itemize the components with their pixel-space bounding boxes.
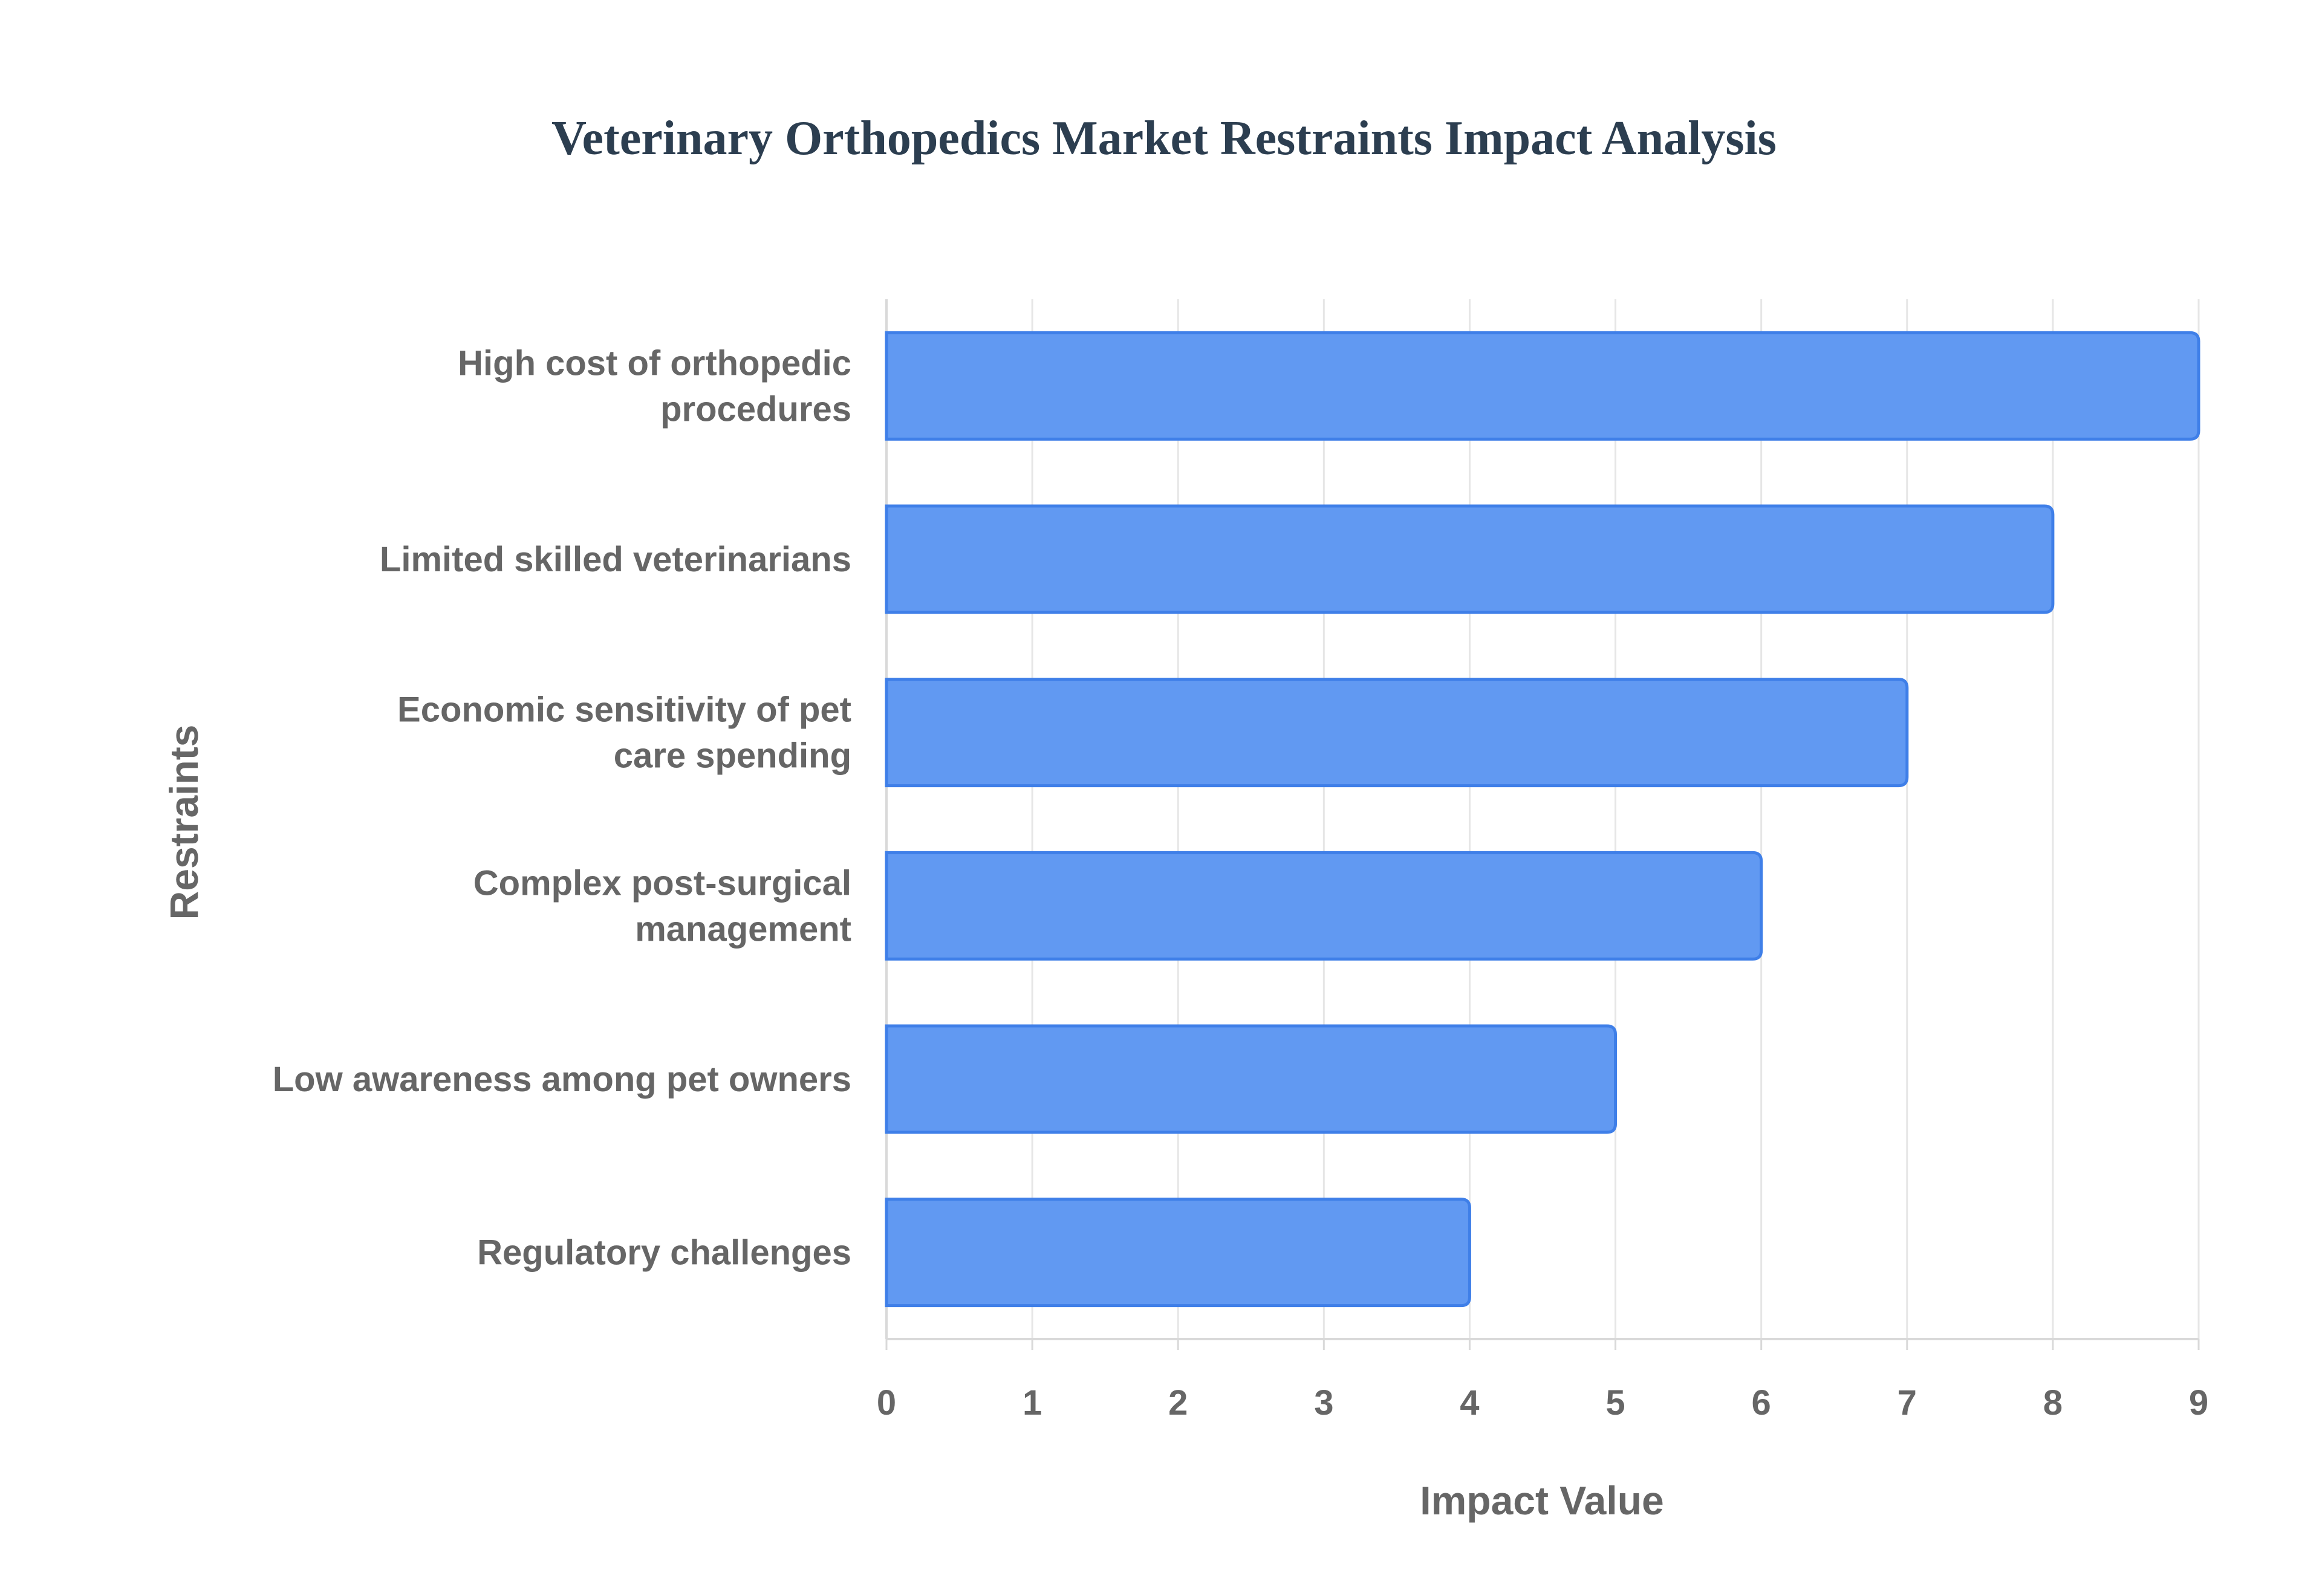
x-axis-ticks: 0 1 2 3 4 5 6 7 8 9 (877, 1383, 2208, 1422)
category-label-6: Regulatory challenges (477, 1233, 851, 1273)
category-label-3: Economic sensitivity of pet care spending (397, 690, 851, 776)
x-axis-title: Impact Value (1420, 1478, 1664, 1523)
chart-title: Veterinary Orthopedics Market Restraints… (551, 112, 1777, 165)
bar-4[interactable] (885, 851, 1763, 961)
bar-5[interactable] (885, 1024, 1618, 1134)
x-tick-label-1: 1 (1023, 1383, 1042, 1422)
category-label-line: Complex post-surgical (473, 863, 851, 903)
x-tick-label-2: 2 (1168, 1383, 1188, 1422)
bar-1[interactable] (885, 331, 2200, 441)
category-label-line: Regulatory challenges (477, 1233, 851, 1273)
category-label-5: Low awareness among pet owners (273, 1060, 851, 1099)
category-label-line: procedures (660, 389, 851, 429)
x-tick-label-3: 3 (1314, 1383, 1333, 1422)
category-label-1: High cost of orthopedic procedures (458, 343, 851, 429)
y-axis-title: Restraints (161, 725, 206, 920)
x-tick-label-4: 4 (1460, 1383, 1479, 1422)
bar-2[interactable] (885, 504, 2055, 614)
x-tick-label-8: 8 (2043, 1383, 2063, 1422)
category-label-4: Complex post-surgical management (473, 863, 851, 949)
category-label-line: Limited skilled veterinarians (380, 540, 851, 579)
bar-6[interactable] (885, 1198, 1471, 1308)
category-label-line: care spending (614, 736, 851, 776)
grid-lines (1031, 299, 2200, 1339)
bars (885, 331, 2200, 1308)
x-tick-label-9: 9 (2189, 1383, 2208, 1422)
axes (885, 299, 2200, 1350)
x-tick-label-7: 7 (1898, 1383, 1917, 1422)
x-tick-label-6: 6 (1752, 1383, 1771, 1422)
category-label-line: Economic sensitivity of pet (397, 690, 851, 730)
category-label-line: management (635, 909, 851, 949)
y-axis-category-labels: High cost of orthopedic procedures Limited… (273, 343, 851, 1272)
category-label-line: High cost of orthopedic (458, 343, 851, 383)
category-label-2: Limited skilled veterinarians (380, 540, 851, 579)
x-tick-label-5: 5 (1605, 1383, 1625, 1422)
x-tick-label-0: 0 (877, 1383, 896, 1422)
bar-3[interactable] (885, 678, 1909, 788)
category-label-line: Low awareness among pet owners (273, 1060, 851, 1099)
